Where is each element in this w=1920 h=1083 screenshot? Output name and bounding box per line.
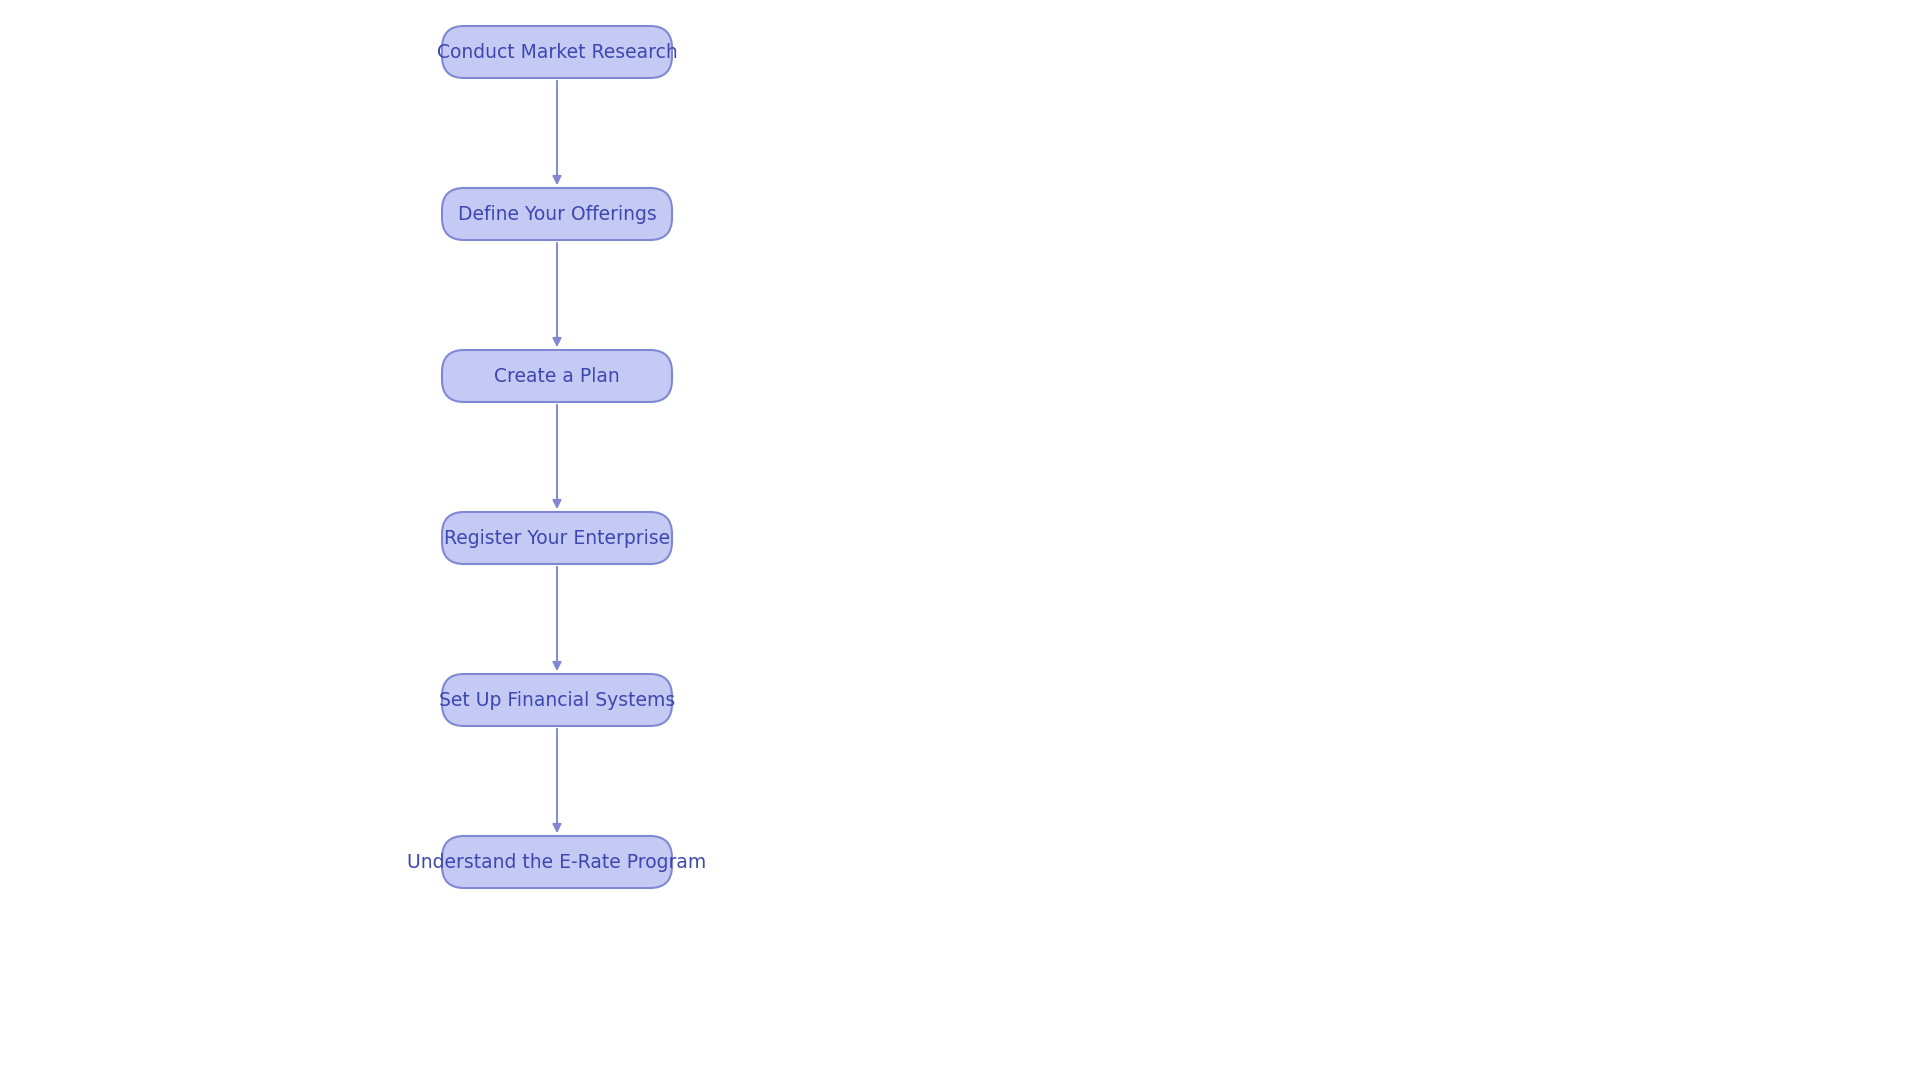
Text: Register Your Enterprise: Register Your Enterprise <box>444 529 670 548</box>
Text: Conduct Market Research: Conduct Market Research <box>436 42 678 62</box>
FancyBboxPatch shape <box>442 836 672 888</box>
FancyBboxPatch shape <box>442 512 672 564</box>
Text: Set Up Financial Systems: Set Up Financial Systems <box>440 691 676 709</box>
FancyBboxPatch shape <box>442 350 672 402</box>
FancyBboxPatch shape <box>442 188 672 240</box>
FancyBboxPatch shape <box>442 26 672 78</box>
Text: Define Your Offerings: Define Your Offerings <box>457 205 657 223</box>
Text: Create a Plan: Create a Plan <box>493 366 620 386</box>
Text: Understand the E-Rate Program: Understand the E-Rate Program <box>407 852 707 872</box>
FancyBboxPatch shape <box>442 674 672 726</box>
